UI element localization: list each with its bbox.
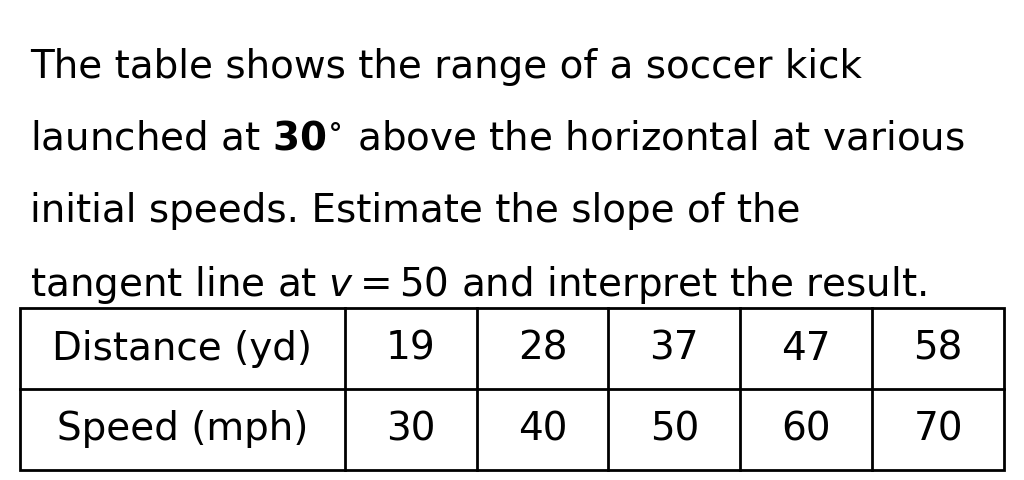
Text: initial speeds. Estimate the slope of the: initial speeds. Estimate the slope of th… [30,192,801,230]
Bar [20,308,1004,470]
Text: 19: 19 [386,329,435,368]
Text: 28: 28 [518,329,567,368]
Text: 40: 40 [518,410,567,448]
Text: Speed (mph): Speed (mph) [56,410,308,448]
Text: The table shows the range of a soccer kick: The table shows the range of a soccer ki… [30,48,862,86]
Text: 60: 60 [781,410,831,448]
Text: 30: 30 [386,410,435,448]
Text: 37: 37 [649,329,699,368]
Text: tangent line at $v = 50$ and interpret the result.: tangent line at $v = 50$ and interpret t… [30,264,927,306]
Text: 70: 70 [913,410,963,448]
Text: 58: 58 [913,329,963,368]
Text: Distance (yd): Distance (yd) [52,329,312,368]
Text: 47: 47 [781,329,831,368]
Text: launched at $\mathbf{30^{\circ}}$ above the horizontal at various: launched at $\mathbf{30^{\circ}}$ above … [30,120,965,158]
Text: 50: 50 [649,410,699,448]
